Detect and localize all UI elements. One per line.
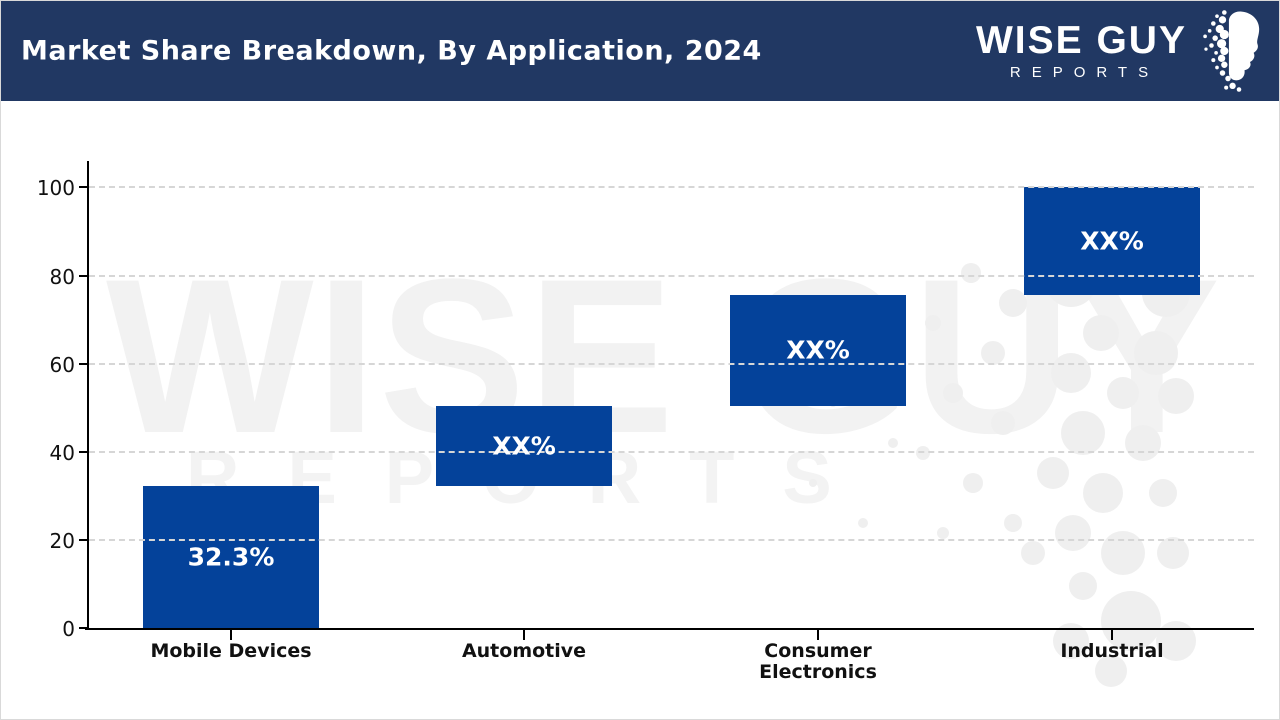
bar-segment <box>730 294 906 406</box>
y-tick-label: 20 <box>49 528 75 553</box>
x-category-label: Consumer Electronics <box>759 641 877 683</box>
y-tick-label: 60 <box>49 352 75 377</box>
bar-value-label: XX% <box>1080 226 1144 256</box>
y-tick-label: 0 <box>62 617 75 641</box>
header: Market Share Breakdown, By Application, … <box>1 1 1279 101</box>
y-tick-mark <box>79 627 87 629</box>
logo-wordmark: WISE GUY <box>975 19 1187 62</box>
x-category-label-line: Industrial <box>1060 640 1164 662</box>
x-category-label: Automotive <box>462 641 586 662</box>
y-tick-mark <box>79 362 87 365</box>
x-tick-mark <box>817 630 819 640</box>
gridline <box>89 186 1254 189</box>
x-tick-mark <box>523 630 525 640</box>
x-category-label-line: Consumer <box>764 640 872 662</box>
gridline <box>89 450 1254 453</box>
bar-segment <box>1024 187 1200 295</box>
bar-segment <box>436 405 612 486</box>
y-tick-mark <box>79 274 87 277</box>
logo-text: WISE GUY REPORTS <box>976 21 1187 81</box>
y-tick-label: 40 <box>49 440 75 465</box>
y-tick-label: 100 <box>36 176 75 201</box>
x-category-label: Industrial <box>1060 641 1163 662</box>
x-category-label-line: Automotive <box>461 640 587 662</box>
chart-area: WISE GUY REPORTS 02040608010032.3%XX%XX%… <box>1 101 1279 719</box>
logo-subtext: REPORTS <box>1009 64 1160 81</box>
y-tick-mark <box>79 186 87 189</box>
x-axis-line <box>85 628 1254 630</box>
bar-value-label: XX% <box>786 335 850 365</box>
x-tick-mark <box>1111 630 1113 640</box>
bar-value-label: 32.3% <box>187 542 275 572</box>
gridline <box>89 362 1254 365</box>
y-tick-mark <box>79 538 87 541</box>
x-tick-mark <box>230 630 232 640</box>
y-tick-mark <box>79 450 87 453</box>
x-category-label-line: Mobile Devices <box>150 640 312 662</box>
head-dots-icon <box>1203 10 1260 92</box>
x-category-label: Mobile Devices <box>150 641 311 662</box>
wiseguy-logo: WISE GUY REPORTS <box>976 7 1265 95</box>
bar-segment <box>143 485 319 628</box>
gridline <box>89 274 1254 277</box>
y-tick-label: 80 <box>49 264 75 289</box>
bar-value-label: XX% <box>492 431 556 461</box>
y-axis-line <box>87 161 89 630</box>
gridline <box>89 538 1254 541</box>
chart-title: Market Share Breakdown, By Application, … <box>21 35 762 67</box>
x-category-label-line: Electronics <box>759 661 877 683</box>
